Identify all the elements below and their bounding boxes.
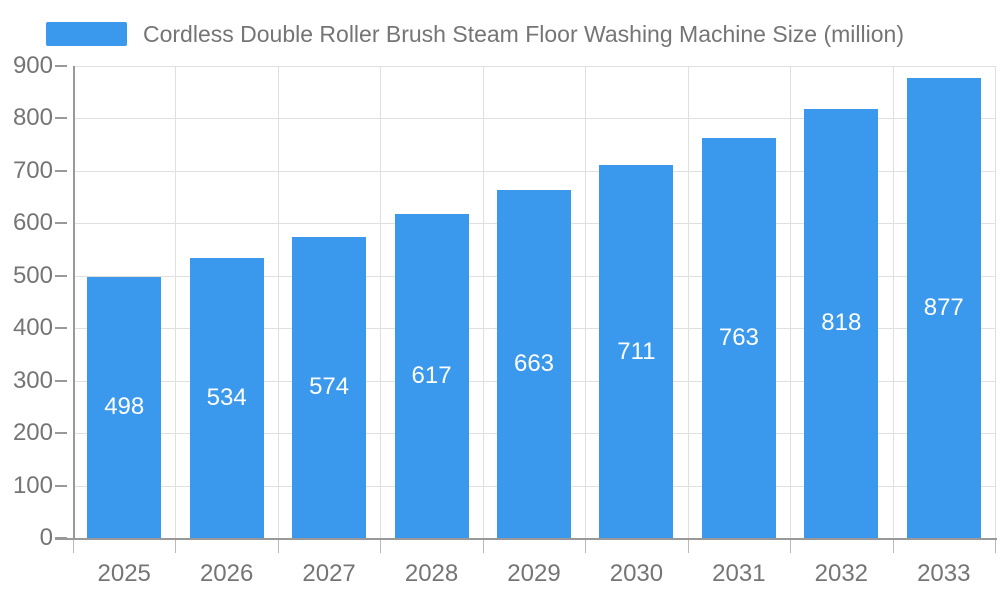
gridline-vertical [482, 66, 484, 538]
gridline-horizontal [73, 170, 995, 172]
bar-2031[interactable]: 763 [701, 137, 776, 538]
y-axis-label-100: 100 [12, 471, 53, 499]
gridline-vertical [892, 66, 894, 538]
y-axis-label-800: 800 [12, 104, 53, 132]
x-axis-label-2026: 2026 [199, 560, 254, 587]
gridline-horizontal [73, 66, 995, 67]
legend-label: Cordless Double Roller Brush Steam Floor… [143, 21, 904, 47]
x-axis-label-2029: 2029 [507, 560, 561, 587]
bar-2030[interactable]: 711 [599, 165, 674, 538]
bar-2032[interactable]: 818 [804, 109, 879, 538]
gridline-vertical [175, 66, 177, 538]
x-axis-tick [73, 540, 74, 553]
x-axis-line [55, 538, 997, 540]
y-axis-label-200: 200 [12, 419, 53, 447]
y-axis-label-300: 300 [12, 366, 53, 394]
legend-swatch-icon [46, 22, 127, 46]
bar-value-label-2026: 534 [206, 383, 247, 411]
bar-2028[interactable]: 617 [394, 214, 469, 538]
bar-value-label-2027: 574 [309, 373, 350, 401]
bar-2026[interactable]: 534 [189, 257, 264, 538]
gridline-horizontal [73, 118, 995, 120]
x-axis-label-2028: 2028 [404, 560, 459, 587]
y-axis-tick [55, 432, 67, 435]
gridline-vertical [277, 66, 279, 538]
bar-value-label-2032: 818 [821, 309, 862, 337]
bar-value-label-2025: 498 [104, 393, 145, 421]
x-axis-tick [175, 540, 177, 553]
bar-value-label-2031: 763 [718, 323, 759, 351]
x-axis-tick [585, 540, 587, 553]
y-axis-tick [55, 327, 67, 330]
bar-2027[interactable]: 574 [292, 236, 367, 538]
gridline-vertical [380, 66, 382, 538]
y-axis-tick [55, 65, 67, 67]
x-axis-label-2030: 2030 [609, 560, 664, 587]
y-axis-label-0: 0 [39, 524, 53, 551]
y-axis-label-500: 500 [12, 261, 53, 289]
y-axis-tick [55, 274, 67, 277]
x-axis-label-2033: 2033 [917, 560, 971, 587]
x-axis-tick [995, 540, 996, 553]
bar-value-label-2030: 711 [617, 337, 656, 365]
y-axis-tick [55, 379, 67, 382]
y-axis-tick [55, 222, 67, 225]
bar-value-label-2033: 877 [923, 294, 964, 322]
y-axis-label-600: 600 [12, 209, 53, 237]
y-axis-tick [55, 169, 67, 172]
x-axis-label-2032: 2032 [814, 560, 869, 587]
x-axis-tick [687, 540, 689, 553]
x-axis-tick [790, 540, 792, 553]
bar-value-label-2029: 663 [513, 350, 555, 378]
y-axis-label-400: 400 [12, 314, 53, 342]
x-axis-label-2031: 2031 [712, 560, 766, 587]
x-axis-tick [482, 540, 484, 553]
x-axis-label-2025: 2025 [97, 560, 151, 587]
y-axis-label-900: 900 [12, 52, 53, 79]
x-axis-label-2027: 2027 [302, 560, 356, 587]
y-axis-line [73, 66, 75, 540]
x-axis-tick [277, 540, 279, 553]
gridline-vertical [995, 66, 996, 538]
y-axis-tick [55, 484, 67, 487]
gridline-vertical [790, 66, 792, 538]
bar-2029[interactable]: 663 [497, 190, 571, 538]
y-axis-label-700: 700 [12, 156, 53, 184]
x-axis-tick [380, 540, 382, 553]
gridline-vertical [687, 66, 689, 538]
gridline-vertical [585, 66, 587, 538]
bar-2033[interactable]: 877 [906, 78, 981, 538]
bar-value-label-2028: 617 [411, 362, 452, 390]
x-axis-tick [892, 540, 894, 553]
bar-2025[interactable]: 498 [87, 276, 162, 538]
legend-item[interactable]: Cordless Double Roller Brush Steam Floor… [46, 20, 904, 48]
y-axis-tick [55, 117, 67, 120]
